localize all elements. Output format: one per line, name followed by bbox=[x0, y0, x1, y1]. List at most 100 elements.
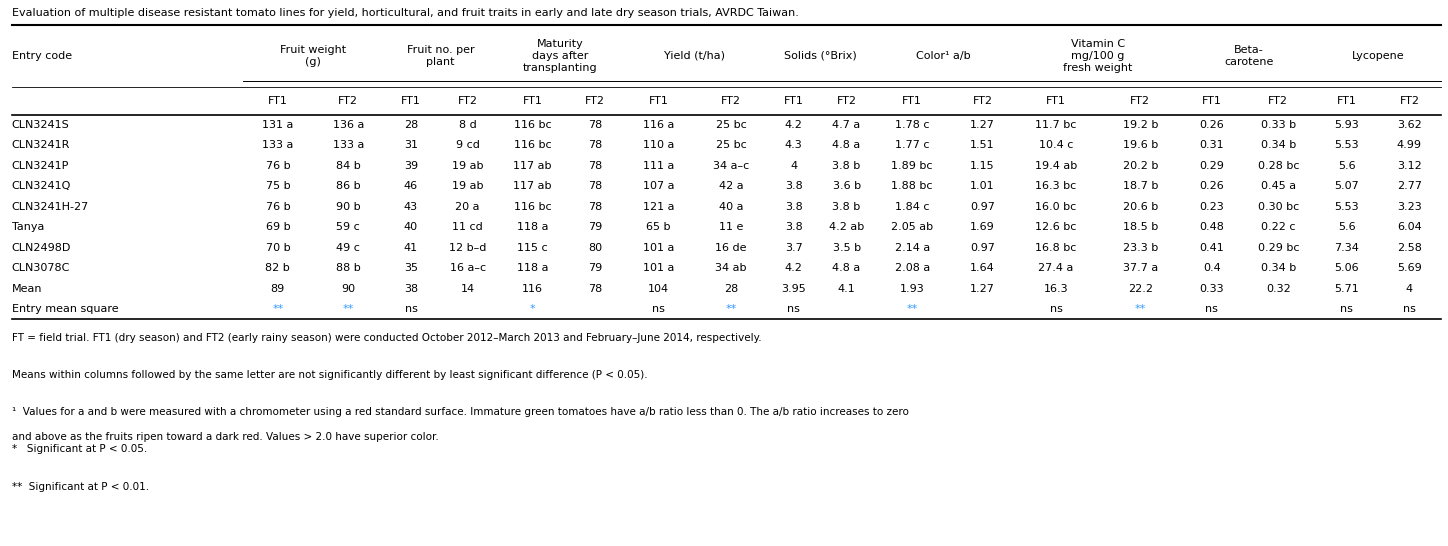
Text: 10.4 c: 10.4 c bbox=[1038, 140, 1073, 150]
Text: FT1: FT1 bbox=[1202, 96, 1222, 106]
Text: Evaluation of multiple disease resistant tomato lines for yield, horticultural, : Evaluation of multiple disease resistant… bbox=[12, 8, 798, 18]
Text: 3.8 b: 3.8 b bbox=[833, 202, 860, 212]
Text: 0.29: 0.29 bbox=[1199, 161, 1224, 171]
Text: 28: 28 bbox=[724, 284, 738, 294]
Text: 2.05 ab: 2.05 ab bbox=[891, 222, 933, 232]
Text: Maturity
days after
transplanting: Maturity days after transplanting bbox=[523, 39, 597, 73]
Text: 5.53: 5.53 bbox=[1335, 140, 1360, 150]
Text: 1.27: 1.27 bbox=[970, 284, 995, 294]
Text: 80: 80 bbox=[588, 243, 602, 253]
Text: ¹  Values for a and b were measured with a chromometer using a red standard surf: ¹ Values for a and b were measured with … bbox=[12, 407, 908, 417]
Text: 78: 78 bbox=[588, 140, 602, 150]
Text: Fruit weight
(g): Fruit weight (g) bbox=[279, 45, 346, 67]
Text: 133 a: 133 a bbox=[262, 140, 294, 150]
Text: Fruit no. per
plant: Fruit no. per plant bbox=[407, 45, 473, 67]
Text: 1.77 c: 1.77 c bbox=[895, 140, 930, 150]
Text: 49 c: 49 c bbox=[336, 243, 361, 253]
Text: 65 b: 65 b bbox=[646, 222, 670, 232]
Text: 4: 4 bbox=[791, 161, 798, 171]
Text: 84 b: 84 b bbox=[336, 161, 361, 171]
Text: ns: ns bbox=[1403, 304, 1416, 314]
Text: Lycopene: Lycopene bbox=[1352, 51, 1405, 61]
Text: 0.34 b: 0.34 b bbox=[1261, 263, 1296, 273]
Text: FT2: FT2 bbox=[721, 96, 741, 106]
Text: Beta-
carotene: Beta- carotene bbox=[1224, 45, 1274, 67]
Text: 0.4: 0.4 bbox=[1203, 263, 1221, 273]
Text: 3.8: 3.8 bbox=[785, 222, 802, 232]
Text: ns: ns bbox=[788, 304, 801, 314]
Text: 20.2 b: 20.2 b bbox=[1122, 161, 1158, 171]
Text: ns: ns bbox=[652, 304, 665, 314]
Text: 69 b: 69 b bbox=[265, 222, 290, 232]
Text: 0.31: 0.31 bbox=[1199, 140, 1224, 150]
Text: 1.64: 1.64 bbox=[970, 263, 995, 273]
Text: 5.71: 5.71 bbox=[1335, 284, 1360, 294]
Text: 76 b: 76 b bbox=[265, 202, 290, 212]
Text: 5.06: 5.06 bbox=[1335, 263, 1360, 273]
Text: 0.32: 0.32 bbox=[1266, 284, 1290, 294]
Text: 3.95: 3.95 bbox=[782, 284, 807, 294]
Text: 25 bc: 25 bc bbox=[715, 140, 746, 150]
Text: 1.51: 1.51 bbox=[970, 140, 995, 150]
Text: 8 d: 8 d bbox=[459, 120, 476, 130]
Text: 78: 78 bbox=[588, 161, 602, 171]
Text: 76 b: 76 b bbox=[265, 161, 290, 171]
Text: and above as the fruits ripen toward a dark red. Values > 2.0 have superior colo: and above as the fruits ripen toward a d… bbox=[12, 432, 439, 442]
Text: 82 b: 82 b bbox=[265, 263, 290, 273]
Text: 5.69: 5.69 bbox=[1397, 263, 1422, 273]
Text: 59 c: 59 c bbox=[336, 222, 361, 232]
Text: *   Significant at P < 0.05.: * Significant at P < 0.05. bbox=[12, 444, 146, 454]
Text: Mean: Mean bbox=[12, 284, 42, 294]
Text: 2.14 a: 2.14 a bbox=[895, 243, 930, 253]
Text: 38: 38 bbox=[404, 284, 418, 294]
Text: 39: 39 bbox=[404, 161, 418, 171]
Text: 5.07: 5.07 bbox=[1335, 181, 1360, 191]
Text: FT1: FT1 bbox=[783, 96, 804, 106]
Text: 6.04: 6.04 bbox=[1397, 222, 1422, 232]
Text: 12.6 bc: 12.6 bc bbox=[1035, 222, 1077, 232]
Text: FT1: FT1 bbox=[523, 96, 543, 106]
Text: 40 a: 40 a bbox=[718, 202, 743, 212]
Text: 110 a: 110 a bbox=[643, 140, 675, 150]
Text: 19 ab: 19 ab bbox=[452, 181, 484, 191]
Text: 107 a: 107 a bbox=[643, 181, 675, 191]
Text: 0.22 c: 0.22 c bbox=[1261, 222, 1296, 232]
Text: 3.7: 3.7 bbox=[785, 243, 802, 253]
Text: 0.97: 0.97 bbox=[970, 202, 995, 212]
Text: 0.30 bc: 0.30 bc bbox=[1258, 202, 1299, 212]
Text: 3.23: 3.23 bbox=[1397, 202, 1422, 212]
Text: 118 a: 118 a bbox=[517, 222, 549, 232]
Text: 1.15: 1.15 bbox=[970, 161, 995, 171]
Text: 101 a: 101 a bbox=[643, 243, 675, 253]
Text: FT2: FT2 bbox=[1131, 96, 1150, 106]
Text: CLN3078C: CLN3078C bbox=[12, 263, 70, 273]
Text: 14: 14 bbox=[460, 284, 475, 294]
Text: **: ** bbox=[725, 304, 737, 314]
Text: 43: 43 bbox=[404, 202, 418, 212]
Text: 1.88 bc: 1.88 bc bbox=[892, 181, 933, 191]
Text: 3.6 b: 3.6 b bbox=[833, 181, 860, 191]
Text: 115 c: 115 c bbox=[517, 243, 547, 253]
Text: 35: 35 bbox=[404, 263, 418, 273]
Text: 78: 78 bbox=[588, 284, 602, 294]
Text: Color¹ a/b: Color¹ a/b bbox=[917, 51, 970, 61]
Text: 34 a–c: 34 a–c bbox=[712, 161, 749, 171]
Text: 11 e: 11 e bbox=[718, 222, 743, 232]
Text: 0.28 bc: 0.28 bc bbox=[1257, 161, 1299, 171]
Text: 0.29 bc: 0.29 bc bbox=[1257, 243, 1299, 253]
Text: FT1: FT1 bbox=[1045, 96, 1066, 106]
Text: 136 a: 136 a bbox=[333, 120, 363, 130]
Text: CLN3241H-27: CLN3241H-27 bbox=[12, 202, 88, 212]
Text: 27.4 a: 27.4 a bbox=[1038, 263, 1074, 273]
Text: Solids (°Brix): Solids (°Brix) bbox=[783, 51, 857, 61]
Text: 1.84 c: 1.84 c bbox=[895, 202, 930, 212]
Text: 1.27: 1.27 bbox=[970, 120, 995, 130]
Text: 3.8: 3.8 bbox=[785, 202, 802, 212]
Text: CLN3241S: CLN3241S bbox=[12, 120, 70, 130]
Text: 117 ab: 117 ab bbox=[513, 181, 552, 191]
Text: 11.7 bc: 11.7 bc bbox=[1035, 120, 1077, 130]
Text: 116 bc: 116 bc bbox=[514, 140, 552, 150]
Text: **: ** bbox=[906, 304, 918, 314]
Text: Tanya: Tanya bbox=[12, 222, 43, 232]
Text: 3.12: 3.12 bbox=[1397, 161, 1422, 171]
